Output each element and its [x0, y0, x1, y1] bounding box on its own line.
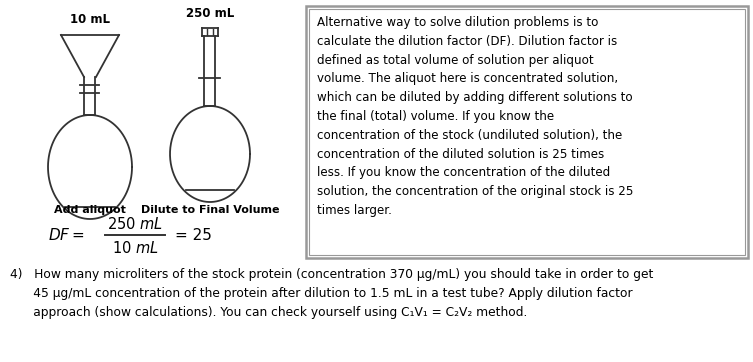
Text: = 25: = 25	[175, 227, 212, 243]
Text: 4)   How many microliters of the stock protein (concentration 370 μg/mL) you sho: 4) How many microliters of the stock pro…	[10, 268, 654, 319]
Bar	[309, 9, 745, 255]
Text: 250 $\mathit{mL}$: 250 $\mathit{mL}$	[107, 216, 163, 232]
Text: Add aliquot: Add aliquot	[54, 205, 126, 215]
Text: Alternative way to solve dilution problems is to
calculate the dilution factor (: Alternative way to solve dilution proble…	[317, 16, 633, 217]
Text: Dilute to Final Volume: Dilute to Final Volume	[141, 205, 279, 215]
Text: $\mathit{DF}=$: $\mathit{DF}=$	[48, 227, 84, 243]
Text: 10 $\mathit{mL}$: 10 $\mathit{mL}$	[111, 240, 158, 256]
Text: 250 mL: 250 mL	[186, 7, 234, 20]
Text: 10 mL: 10 mL	[70, 13, 110, 26]
Bar	[306, 6, 748, 258]
